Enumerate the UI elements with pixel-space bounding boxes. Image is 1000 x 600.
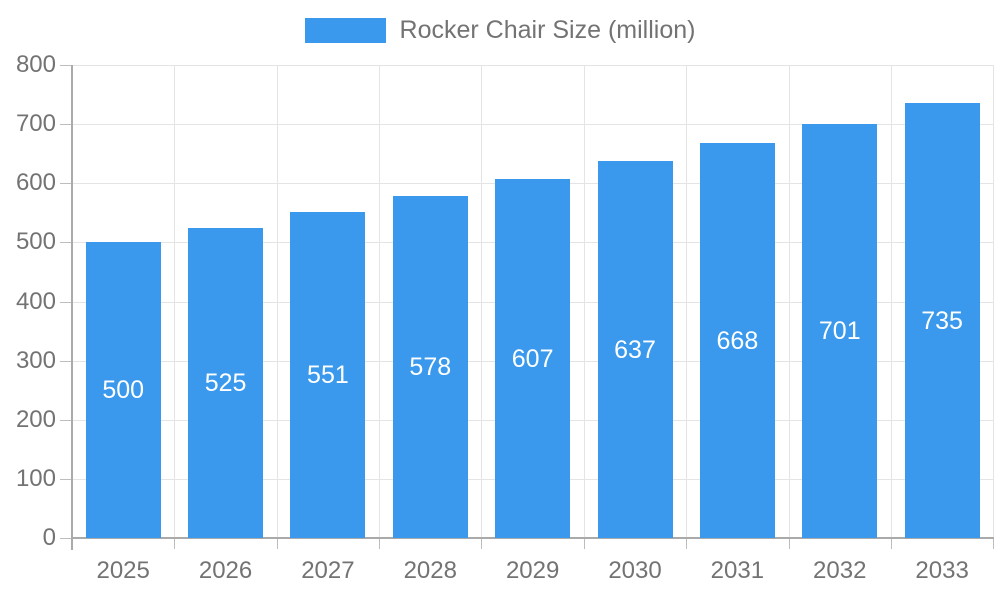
x-axis-tick: [686, 538, 688, 549]
x-axis-tick-label: 2030: [608, 557, 662, 584]
y-axis-tick: [60, 538, 72, 539]
legend: Rocker Chair Size (million): [0, 18, 1000, 43]
legend-item[interactable]: Rocker Chair Size (million): [304, 16, 696, 44]
bar-2029[interactable]: [495, 179, 571, 538]
bar-2028[interactable]: [392, 196, 468, 538]
bar-value-label: 668: [716, 326, 759, 355]
y-axis-tick: [60, 419, 72, 421]
x-axis-tick-label: 2029: [505, 557, 560, 584]
y-axis-line: [71, 65, 73, 550]
y-axis-tick: [60, 301, 72, 303]
y-axis-tick: [60, 65, 72, 66]
gridline-v: [583, 65, 585, 538]
bar-2030[interactable]: [597, 161, 673, 538]
bar-value-label: 578: [409, 353, 452, 382]
y-axis-tick-label: 700: [15, 110, 56, 138]
gridline-v: [174, 65, 176, 538]
bar-2026[interactable]: [188, 227, 264, 538]
x-axis-tick: [993, 538, 995, 549]
x-axis-tick: [890, 538, 892, 549]
y-axis-tick-label: 100: [15, 464, 56, 492]
x-axis-tick-label: 2033: [915, 557, 969, 584]
gridline-v: [379, 65, 381, 538]
bar-value-label: 607: [511, 344, 554, 373]
y-axis-tick: [60, 183, 72, 185]
x-axis-tick-label: 2026: [198, 557, 253, 584]
bar-value-label: 735: [921, 306, 963, 335]
x-axis-line: [71, 537, 995, 539]
bar-value-label: 701: [818, 316, 861, 345]
gridline-v: [686, 65, 688, 538]
bar-2027[interactable]: [290, 212, 366, 538]
gridline-v: [788, 65, 790, 538]
gridline-h: [72, 124, 994, 126]
y-axis-tick-label: 200: [15, 405, 56, 433]
bar-2025[interactable]: [85, 242, 161, 538]
y-axis-tick-label: 500: [15, 228, 56, 256]
bar-2031[interactable]: [699, 143, 775, 538]
x-axis-tick: [379, 538, 381, 549]
legend-label: Rocker Chair Size (million): [399, 16, 696, 44]
y-axis-tick-label: 400: [15, 287, 56, 315]
gridline-h: [72, 65, 994, 66]
y-axis-tick-label: 800: [15, 51, 56, 78]
x-axis-tick-label: 2031: [710, 557, 765, 584]
gridline-v: [993, 65, 995, 538]
x-axis-tick: [174, 538, 176, 549]
x-axis-tick-label: 2028: [403, 557, 457, 584]
x-axis-tick: [276, 538, 278, 549]
bar-value-label: 637: [614, 335, 656, 364]
bar-value-label: 500: [102, 376, 145, 405]
y-axis-tick-label: 600: [15, 169, 56, 197]
y-axis-tick-label: 0: [42, 524, 56, 551]
bar-value-label: 525: [204, 368, 247, 397]
x-axis-tick-label: 2025: [96, 557, 150, 584]
x-axis-tick: [481, 538, 483, 549]
y-axis-tick: [60, 124, 72, 126]
x-axis-tick-label: 2027: [301, 557, 355, 584]
y-axis-tick-label: 300: [15, 346, 56, 374]
gridline-v: [276, 65, 278, 538]
y-axis-tick: [60, 478, 72, 480]
gridline-v: [481, 65, 483, 538]
legend-swatch-icon: [304, 18, 386, 43]
bar-2033[interactable]: [904, 103, 980, 538]
y-axis-tick: [60, 242, 72, 244]
x-axis-tick-label: 2032: [813, 557, 867, 584]
bar-2032[interactable]: [802, 123, 878, 538]
bar-value-label: 551: [307, 361, 349, 390]
y-axis-tick: [60, 360, 72, 362]
x-axis-tick: [583, 538, 585, 549]
x-axis-tick: [788, 538, 790, 549]
gridline-v: [890, 65, 892, 538]
